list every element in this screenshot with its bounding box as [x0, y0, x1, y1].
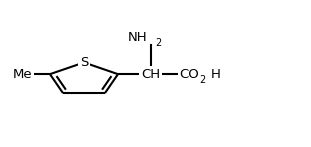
Text: CH: CH	[141, 68, 160, 81]
Text: NH: NH	[127, 31, 147, 44]
Text: 2: 2	[155, 38, 161, 48]
Text: H: H	[211, 68, 220, 81]
Text: 2: 2	[199, 75, 206, 85]
Text: Me: Me	[13, 68, 33, 81]
Text: S: S	[80, 56, 88, 69]
Text: CO: CO	[180, 68, 199, 81]
